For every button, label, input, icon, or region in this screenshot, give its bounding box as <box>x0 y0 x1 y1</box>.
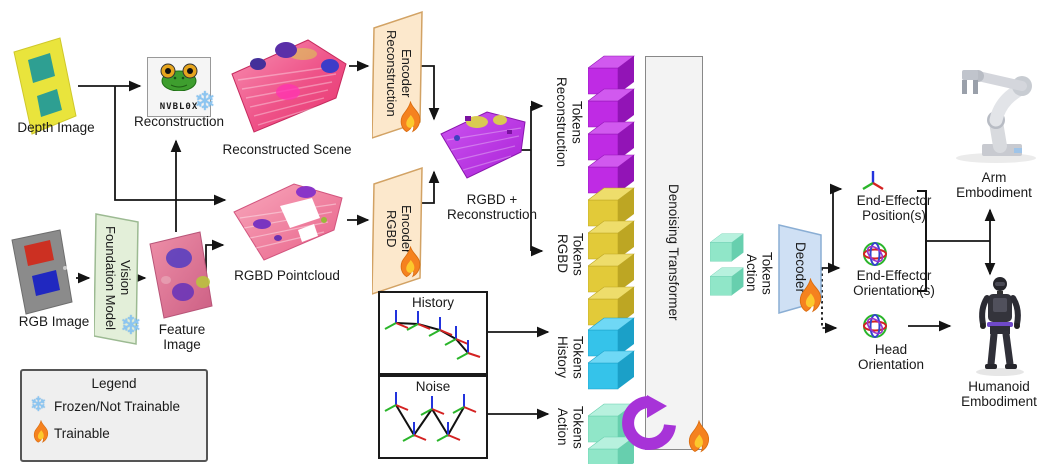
legend-title: Legend <box>91 376 137 391</box>
rgbd-reconstruction-label: RGBD + Reconstruction <box>446 192 538 223</box>
history-box-title: History <box>411 295 454 310</box>
vision-foundation-model-shape <box>94 213 139 345</box>
feature-image-label: Feature Image <box>158 322 206 353</box>
depth-image <box>13 37 77 135</box>
flame-icon <box>688 420 710 453</box>
denoising-transformer-label: Denoising Transformer <box>665 183 681 321</box>
snowflake-icon: ❄ <box>120 310 142 340</box>
arm-embodiment-label: Arm Embodiment <box>956 170 1032 201</box>
history-trajectory-image <box>384 310 481 360</box>
history-token-cube <box>588 317 636 357</box>
reconstructed-scene-image <box>231 39 347 133</box>
arm-robot-image <box>956 70 1036 163</box>
end-effector-position-label: End-Effector Position(s) <box>856 193 932 224</box>
rgb-image-label: RGB Image <box>18 314 90 329</box>
history-tokens-label: History Tokens <box>555 335 586 379</box>
flame-icon <box>799 278 822 313</box>
rgbd-pointcloud-image <box>233 183 343 261</box>
flame-icon <box>400 101 421 133</box>
action-token-cube <box>588 436 636 464</box>
legend-box: Legend ❄ Frozen/Not Trainable Trainable <box>20 369 208 462</box>
decoder-label: Decoder <box>792 242 808 294</box>
flame-icon <box>33 420 49 443</box>
xyz-axes-icon <box>862 171 884 191</box>
rgb-image <box>11 229 73 315</box>
depth-image-label: Depth Image <box>17 120 95 135</box>
denoising-loop-icon <box>622 395 676 450</box>
rgbd-pointcloud-label: RGBD Pointcloud <box>234 268 340 283</box>
nvblox-reconstruction-box: NVBL0X <box>147 57 211 117</box>
rgbd-encoder-label: RGBD Encoder <box>384 204 414 254</box>
reconstruction-tokens-label: Reconstruction Tokens <box>554 76 585 168</box>
action-token-cube <box>710 233 745 262</box>
end-effector-orientation-label: End-Effector Orientation(s) <box>853 268 935 299</box>
rgbd-tokens-label: RGBD Tokens <box>555 232 586 276</box>
rgbd-token-cube <box>588 187 636 227</box>
reconstructed-scene-label: Reconstructed Scene <box>222 142 352 157</box>
rgbd-token-cube <box>588 220 636 260</box>
head-orientation-label: Head Orientation <box>857 342 925 373</box>
action-tokens-label: Action Tokens <box>555 405 586 449</box>
legend-item-trainable: Trainable <box>54 426 110 441</box>
nvblox-logo-text: NVBL0X <box>159 102 199 112</box>
reconstruction-encoder-label: Reconstruction Encoder <box>384 29 414 117</box>
noise-box: Noise <box>378 375 488 459</box>
history-token-cube <box>588 350 636 390</box>
rgbd-reconstruction-image <box>440 111 526 179</box>
noise-box-title: Noise <box>415 379 451 394</box>
flame-icon <box>400 246 421 278</box>
reconstruction-token-cube <box>588 121 636 161</box>
noise-trajectory-image <box>384 392 477 442</box>
rgbd-token-cube <box>588 253 636 293</box>
legend-item-frozen: Frozen/Not Trainable <box>54 399 181 414</box>
denoising-transformer-box <box>645 56 703 450</box>
vision-foundation-model-label: Vision Foundation Model <box>103 225 133 331</box>
nvblox-frog-icon <box>160 63 198 91</box>
humanoid-robot-image <box>976 277 1024 376</box>
history-box: History <box>378 291 488 375</box>
feature-image <box>149 231 213 319</box>
reconstruction-token-cube <box>588 154 636 194</box>
humanoid-embodiment-label: Humanoid Embodiment <box>961 379 1037 410</box>
action-token-cube <box>710 267 745 296</box>
reconstruction-token-cube <box>588 88 636 128</box>
orientation-sphere-icon <box>863 314 887 338</box>
orientation-sphere-icon <box>863 242 887 266</box>
snowflake-icon: ❄ <box>30 394 47 416</box>
decoder-action-tokens-label: Action Tokens <box>744 251 775 295</box>
reconstruction-token-cube <box>588 55 636 95</box>
snowflake-icon: ❄ <box>194 86 216 116</box>
reconstruction-label: Reconstruction <box>133 114 225 129</box>
